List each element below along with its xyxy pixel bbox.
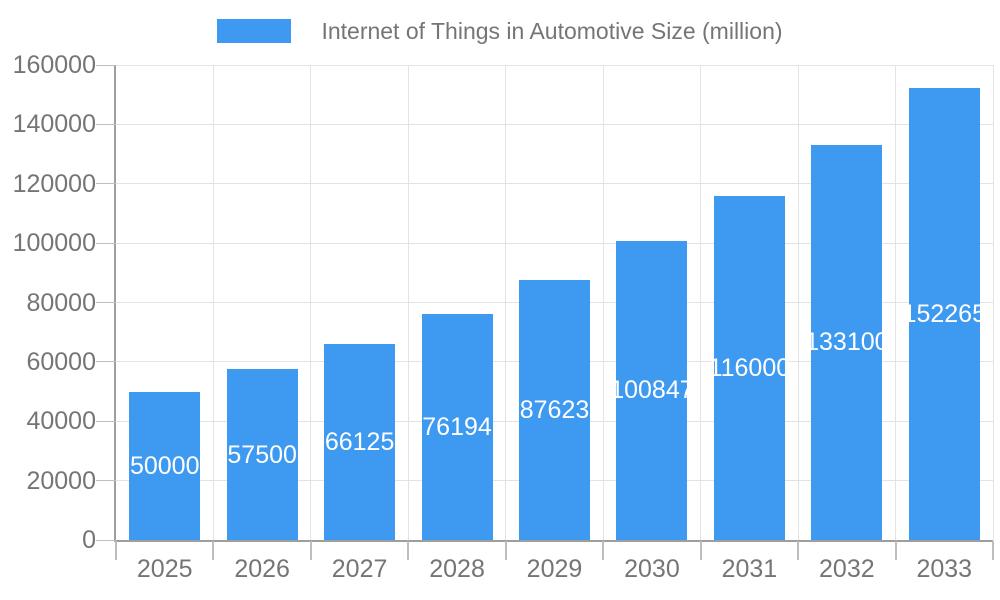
y-tick-label: 60000 <box>26 347 96 376</box>
bar <box>811 144 883 540</box>
x-tick-mark <box>115 541 117 560</box>
y-tick-label: 160000 <box>12 51 96 79</box>
x-tick-label: 2025 <box>136 555 193 583</box>
y-tick-mark <box>96 480 116 482</box>
x-tick-mark <box>212 541 215 560</box>
bar-value-label: 87623 <box>519 395 590 424</box>
x-tick-label: 2029 <box>526 555 583 583</box>
plot-area: 50000 57500 66125 76194 87623 100847 116000 133… <box>116 64 994 540</box>
x-tick-mark <box>602 541 605 560</box>
bar <box>421 313 493 540</box>
y-axis-line <box>114 65 116 542</box>
x-tick-mark <box>992 541 994 560</box>
x-tick-label: 2032 <box>819 555 875 583</box>
gridline-vertical <box>700 65 702 540</box>
gridline-vertical <box>992 65 994 540</box>
x-tick-label: 2027 <box>331 555 388 583</box>
legend-label: Internet of Things in Automotive Size (m… <box>321 17 783 44</box>
y-tick-label: 140000 <box>12 110 96 139</box>
bar <box>226 369 298 540</box>
x-tick-mark <box>699 541 702 560</box>
y-tick-mark <box>96 539 116 541</box>
bar-value-label: 57500 <box>227 440 297 469</box>
x-tick-mark <box>504 541 507 560</box>
y-tick-label: 20000 <box>26 466 96 495</box>
x-tick-mark <box>407 541 410 560</box>
bar-value-label: 133100 <box>805 328 889 357</box>
y-tick-label: 40000 <box>26 407 96 436</box>
legend-swatch <box>217 19 292 43</box>
legend: Internet of Things in Automotive Size (m… <box>0 12 1000 50</box>
x-tick-label: 2033 <box>916 555 973 583</box>
bar-value-label: 66125 <box>324 427 395 456</box>
y-tick-mark <box>96 123 116 125</box>
bar-value-label: 50000 <box>129 451 200 480</box>
bar <box>713 195 785 540</box>
gridline-vertical <box>602 65 604 540</box>
gridline-vertical <box>895 65 897 540</box>
bar <box>908 87 980 540</box>
gridline-vertical <box>212 65 214 540</box>
y-tick-label: 0 <box>82 526 96 554</box>
y-tick-mark <box>96 361 116 363</box>
y-tick-label: 120000 <box>12 169 96 198</box>
gridline-horizontal <box>116 242 993 244</box>
y-tick-mark <box>96 183 116 185</box>
bar <box>129 391 201 540</box>
y-tick-mark <box>96 302 116 303</box>
y-tick-label: 100000 <box>12 229 96 258</box>
bar-value-label: 116000 <box>708 353 791 382</box>
y-tick-mark <box>96 420 116 422</box>
y-tick-mark <box>96 242 116 244</box>
gridline-vertical <box>407 65 409 540</box>
gridline-horizontal <box>116 183 993 185</box>
gridline-vertical <box>310 65 312 540</box>
gridline-vertical <box>797 65 799 540</box>
gridline-vertical <box>505 65 507 540</box>
bar-value-label: 76194 <box>422 412 492 441</box>
bar <box>324 343 396 540</box>
x-tick-label: 2030 <box>624 555 680 583</box>
bar-value-label: 100847 <box>610 376 694 405</box>
x-axis-line <box>114 540 993 542</box>
gridline-horizontal <box>116 64 993 66</box>
y-tick-mark <box>96 64 116 66</box>
x-tick-label: 2026 <box>234 555 290 583</box>
gridline-horizontal <box>116 123 993 125</box>
bar <box>519 279 590 540</box>
x-tick-label: 2028 <box>429 555 485 583</box>
y-tick-label: 80000 <box>26 288 96 317</box>
x-tick-mark <box>894 541 897 560</box>
x-tick-mark <box>797 541 800 560</box>
x-tick-mark <box>309 541 312 560</box>
bar-value-label: 152265 <box>902 299 986 328</box>
bar <box>616 240 688 540</box>
x-tick-label: 2031 <box>721 555 778 583</box>
